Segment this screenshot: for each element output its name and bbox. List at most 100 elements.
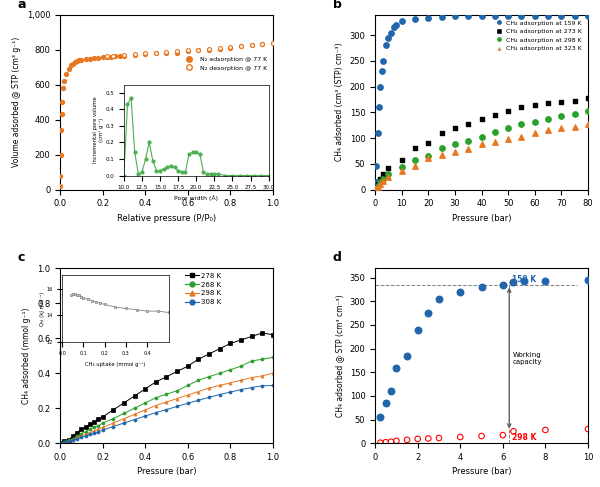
Point (381, 438, 391, 446)
Point (397, 167, 407, 175)
Text: b: b (332, 0, 341, 11)
Point (371, 186, 380, 193)
Point (386, 438, 396, 446)
Text: c: c (17, 251, 25, 264)
Point (371, 185, 381, 192)
Point (509, 428, 518, 435)
Legend: CH₄ adsorption at 159 K, CH₄ adsorption at 273 K, CH₄ adsorption at 298 K, CH₄ a: CH₄ adsorption at 159 K, CH₄ adsorption … (490, 18, 585, 54)
Point (455, 433, 465, 441)
Point (371, 185, 380, 193)
Point (424, 154, 433, 162)
Point (541, 277, 550, 284)
Point (410, 163, 420, 170)
Point (517, 103, 526, 111)
Point (583, 12, 593, 19)
Point (557, 112, 566, 120)
Point (463, 12, 473, 19)
Point (498, 281, 508, 289)
Point (371, 183, 381, 191)
Point (450, 12, 460, 20)
Point (503, 108, 513, 115)
Point (583, 425, 593, 433)
Point (498, 431, 508, 439)
Point (517, 132, 526, 140)
Point (503, 12, 513, 19)
Point (413, 326, 422, 334)
Point (541, 426, 550, 434)
Point (371, 178, 380, 186)
Point (424, 152, 433, 160)
Point (450, 140, 460, 148)
Point (583, 108, 593, 115)
Y-axis label: CH₄ adsorbed (cm³ (STP) cm⁻³): CH₄ adsorbed (cm³ (STP) cm⁻³) (335, 43, 344, 161)
Point (517, 120, 526, 128)
Point (530, 118, 539, 126)
Point (583, 276, 593, 284)
Point (376, 181, 385, 188)
Point (410, 15, 420, 22)
X-axis label: Relative pressure (P/P₀): Relative pressure (P/P₀) (117, 214, 216, 223)
Point (490, 12, 500, 19)
Point (517, 12, 526, 19)
Point (490, 111, 500, 119)
Point (477, 432, 487, 440)
Point (373, 182, 383, 190)
Point (376, 413, 385, 421)
Point (376, 175, 385, 183)
Point (570, 12, 580, 19)
Point (392, 364, 401, 372)
Text: a: a (17, 0, 26, 11)
Point (371, 185, 380, 192)
X-axis label: Pressure (bar): Pressure (bar) (137, 468, 196, 476)
Point (437, 145, 446, 152)
Point (530, 12, 539, 19)
Point (583, 120, 593, 128)
Point (371, 186, 380, 193)
Point (437, 150, 446, 158)
Point (557, 12, 566, 19)
Y-axis label: CH₄ adsorbed @ STP (cm³ cm⁻³): CH₄ adsorbed @ STP (cm³ cm⁻³) (335, 295, 344, 417)
Point (543, 115, 553, 123)
X-axis label: Pressure (bar): Pressure (bar) (452, 214, 511, 223)
Point (530, 129, 539, 137)
Point (490, 138, 500, 146)
Text: 159 K: 159 K (512, 276, 536, 284)
Point (509, 279, 518, 286)
Point (389, 23, 398, 31)
Point (503, 135, 513, 143)
Point (455, 288, 465, 296)
Point (381, 41, 391, 49)
Point (383, 173, 393, 181)
Point (371, 163, 381, 170)
Point (477, 140, 487, 148)
Point (397, 156, 407, 164)
Point (477, 283, 487, 291)
Point (583, 94, 593, 102)
Point (570, 123, 580, 131)
Y-axis label: Volume adsorbed @ STP (cm³ g⁻¹): Volume adsorbed @ STP (cm³ g⁻¹) (12, 37, 21, 167)
Point (424, 434, 433, 442)
Point (378, 175, 388, 183)
Point (392, 21, 401, 29)
Legend: 278 K, 268 K, 298 K, 308 K: 278 K, 268 K, 298 K, 308 K (182, 270, 224, 308)
Text: Working
capacity: Working capacity (513, 352, 542, 365)
Point (437, 13, 446, 20)
Point (377, 67, 386, 75)
Point (397, 164, 407, 171)
Point (386, 387, 396, 395)
Point (402, 436, 412, 444)
Point (434, 295, 444, 303)
Point (477, 114, 487, 122)
Point (543, 12, 553, 19)
Point (520, 278, 529, 285)
Point (402, 352, 412, 359)
Point (378, 177, 388, 185)
Point (392, 437, 401, 445)
Point (557, 124, 566, 131)
Point (530, 101, 539, 109)
Point (374, 103, 384, 111)
Point (503, 124, 513, 131)
Point (410, 156, 420, 164)
X-axis label: Pressure (bar): Pressure (bar) (452, 468, 511, 476)
Point (378, 57, 388, 65)
